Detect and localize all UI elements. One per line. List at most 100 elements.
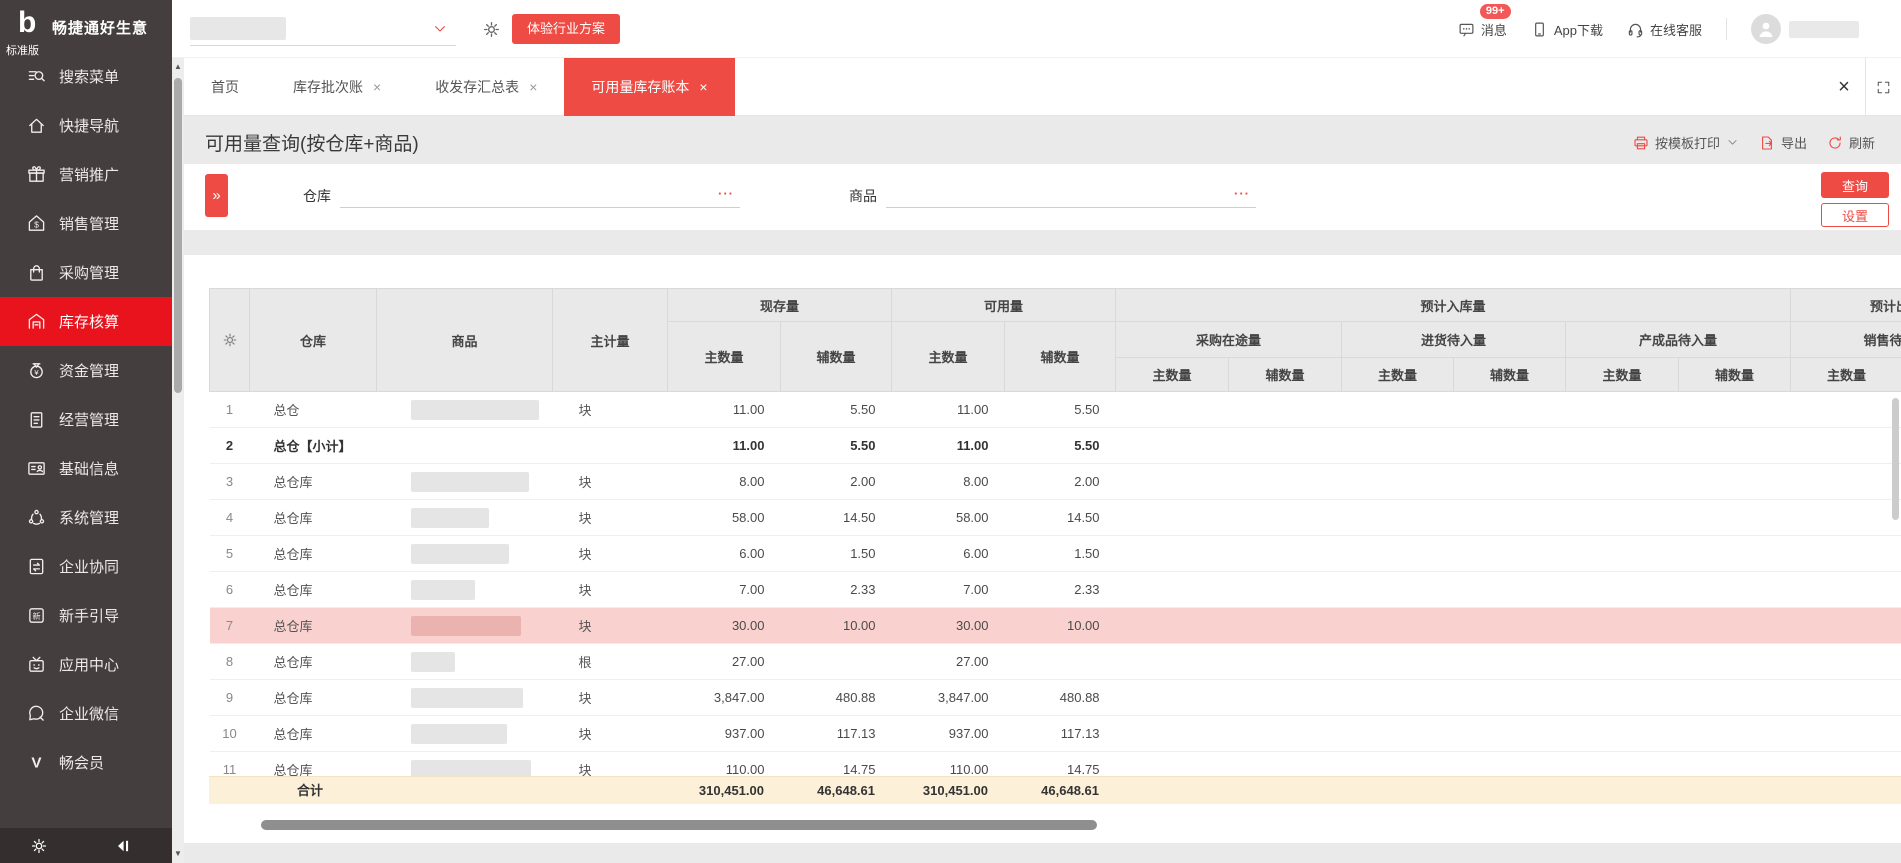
app-download-button[interactable]: App下载 xyxy=(1531,20,1603,39)
collapse-sidebar-icon[interactable] xyxy=(116,838,132,854)
cell-empty xyxy=(1565,499,1679,536)
sidebar-item-purchase[interactable]: 采购管理 xyxy=(0,248,172,297)
sidebar-item-base-info[interactable]: 基础信息 xyxy=(0,444,172,493)
table-row[interactable]: 4 总仓库块 58.00 14.50 58.00 14.50 xyxy=(209,499,1901,536)
cell-empty xyxy=(1341,499,1454,536)
export-label: 导出 xyxy=(1780,136,1807,151)
tab-1[interactable]: 库存批次账 × xyxy=(266,58,408,116)
cell-empty xyxy=(1565,535,1679,572)
cell-empty xyxy=(1228,715,1342,752)
tab-3[interactable]: 可用量库存账本 × xyxy=(564,58,735,116)
table-row[interactable]: 6 总仓库块 7.00 2.33 7.00 2.33 xyxy=(209,571,1901,608)
print-by-template-button[interactable]: 按模板打印 xyxy=(1633,133,1739,152)
cell-empty xyxy=(1790,607,1901,644)
col-warehouse: 仓库 xyxy=(249,288,377,392)
user-menu[interactable] xyxy=(1751,14,1859,44)
warehouse-picker-icon[interactable]: ··· xyxy=(718,186,734,201)
cell-available-main: 11.00 xyxy=(891,391,1005,428)
sidebar-item-label: 新手引导 xyxy=(59,608,120,625)
close-all-icon[interactable]: × xyxy=(1838,75,1850,98)
cell-empty xyxy=(1678,391,1791,428)
gear-icon[interactable] xyxy=(482,20,501,39)
cell-available-main: 937.00 xyxy=(891,715,1005,752)
search-menu-icon xyxy=(27,67,46,86)
scroll-up-icon[interactable]: ▲ xyxy=(174,62,182,71)
cell-warehouse: 总仓库 xyxy=(249,679,377,716)
settings-gear-icon[interactable] xyxy=(30,837,48,855)
sidebar-item-search-menu[interactable]: 搜索菜单 xyxy=(0,52,172,101)
product-picker-icon[interactable]: ··· xyxy=(1234,186,1250,201)
table-row[interactable]: 9 总仓库块 3,847.00 480.88 3,847.00 480.88 xyxy=(209,679,1901,716)
redacted-product-name xyxy=(410,615,521,636)
export-button[interactable]: 导出 xyxy=(1759,133,1807,152)
table-row[interactable]: 5 总仓库块 6.00 1.50 6.00 1.50 xyxy=(209,535,1901,572)
sidebar-item-inventory[interactable]: 库存核算 xyxy=(0,297,172,346)
expand-filter-button[interactable]: » xyxy=(205,174,228,217)
chevron-down-icon[interactable] xyxy=(1726,136,1739,149)
cell-onhand-main: 8.00 xyxy=(667,463,781,500)
query-button[interactable]: 查询 xyxy=(1821,172,1889,198)
tab-label: 可用量库存账本 xyxy=(591,79,690,95)
column-settings-icon[interactable] xyxy=(209,288,250,392)
settings-button[interactable]: 设置 xyxy=(1821,203,1889,227)
tab-2[interactable]: 收发存汇总表 × xyxy=(408,58,564,116)
sidebar-item-member[interactable]: V 畅会员 xyxy=(0,738,172,787)
close-tab-icon[interactable]: × xyxy=(373,79,382,95)
cell-empty xyxy=(1790,571,1901,608)
table-row[interactable]: 1 总仓块 11.00 5.50 11.00 5.50 xyxy=(209,391,1901,428)
product-filter-input[interactable]: ··· xyxy=(886,178,1256,208)
org-selector-redacted[interactable] xyxy=(190,17,286,40)
refresh-button[interactable]: 刷新 xyxy=(1827,133,1875,152)
redacted-product-name xyxy=(410,579,475,600)
total-available-main: 310,451.00 xyxy=(922,783,988,798)
tab-home[interactable]: 首页 xyxy=(184,58,266,116)
tab-bar: 首页 库存批次账 × 收发存汇总表 × 可用量库存账本 × × xyxy=(184,58,1901,116)
cell-empty xyxy=(1341,715,1454,752)
col-main-qty: 主数量 xyxy=(1115,357,1230,392)
sidebar-item-funds[interactable]: ¥ 资金管理 xyxy=(0,346,172,395)
chevron-down-icon[interactable] xyxy=(432,21,448,37)
table-row[interactable]: 3 总仓库块 8.00 2.00 8.00 2.00 xyxy=(209,463,1901,500)
cell-available-aux: 2.00 xyxy=(1004,463,1116,500)
sidebar-item-app-center[interactable]: 应用中心 xyxy=(0,640,172,689)
sidebar-item-collaboration[interactable]: 企业协同 xyxy=(0,542,172,591)
sidebar-item-quick-nav[interactable]: 快捷导航 xyxy=(0,101,172,150)
headset-icon xyxy=(1627,21,1644,38)
warehouse-filter-input[interactable]: ··· xyxy=(340,178,740,208)
group-expected-in: 预计入库量 xyxy=(1115,288,1792,322)
sidebar-item-label: 搜索菜单 xyxy=(59,69,120,86)
cell-base-unit: 根 xyxy=(552,643,668,680)
sidebar-scrollbar: ▲ ▼ xyxy=(172,58,184,863)
scroll-down-icon[interactable]: ▼ xyxy=(174,849,182,858)
cell-base-unit: 块 xyxy=(552,571,668,608)
sidebar-item-newbie-guide[interactable]: 新 新手引导 xyxy=(0,591,172,640)
table-row[interactable]: 11 总仓库块 110.00 14.75 110.00 14.75 xyxy=(209,751,1901,788)
fullscreen-icon[interactable] xyxy=(1865,58,1901,116)
group-purchase-transit: 采购在途量 xyxy=(1115,321,1343,358)
cell-empty xyxy=(1453,499,1566,536)
sidebar-item-sales[interactable]: $ 销售管理 xyxy=(0,199,172,248)
scrollbar-thumb[interactable] xyxy=(174,78,182,393)
close-tab-icon[interactable]: × xyxy=(529,79,538,95)
messages-button[interactable]: 消息 99+ xyxy=(1458,3,1511,39)
online-support-button[interactable]: 在线客服 xyxy=(1627,20,1702,39)
sidebar-item-marketing[interactable]: 营销推广 xyxy=(0,150,172,199)
cell-empty xyxy=(1341,607,1454,644)
cell-row-number: 9 xyxy=(209,679,250,716)
sidebar-item-operations[interactable]: 经营管理 xyxy=(0,395,172,444)
cell-empty xyxy=(1678,715,1791,752)
cell-empty xyxy=(1790,499,1901,536)
horizontal-scrollbar-thumb[interactable] xyxy=(261,820,1097,830)
sidebar-item-wechat-work[interactable]: 企业微信 xyxy=(0,689,172,738)
cell-base-unit: 块 xyxy=(552,535,668,572)
sidebar-item-system[interactable]: 系统管理 xyxy=(0,493,172,542)
table-row[interactable]: 10 总仓库块 937.00 117.13 937.00 117.13 xyxy=(209,715,1901,752)
vertical-scrollbar-thumb[interactable] xyxy=(1892,398,1899,520)
trial-plan-button[interactable]: 体验行业方案 xyxy=(512,14,621,44)
close-tab-icon[interactable]: × xyxy=(699,79,708,95)
table-row[interactable]: 8 总仓库根 27.00 27.00 xyxy=(209,643,1901,680)
cell-empty xyxy=(1678,643,1791,680)
table-row[interactable]: 2 总仓【小计】 11.00 5.50 11.00 5.50 xyxy=(209,427,1901,464)
table-row[interactable]: 7 总仓库块 30.00 10.00 30.00 10.00 xyxy=(209,607,1901,644)
cell-empty xyxy=(1228,427,1342,464)
